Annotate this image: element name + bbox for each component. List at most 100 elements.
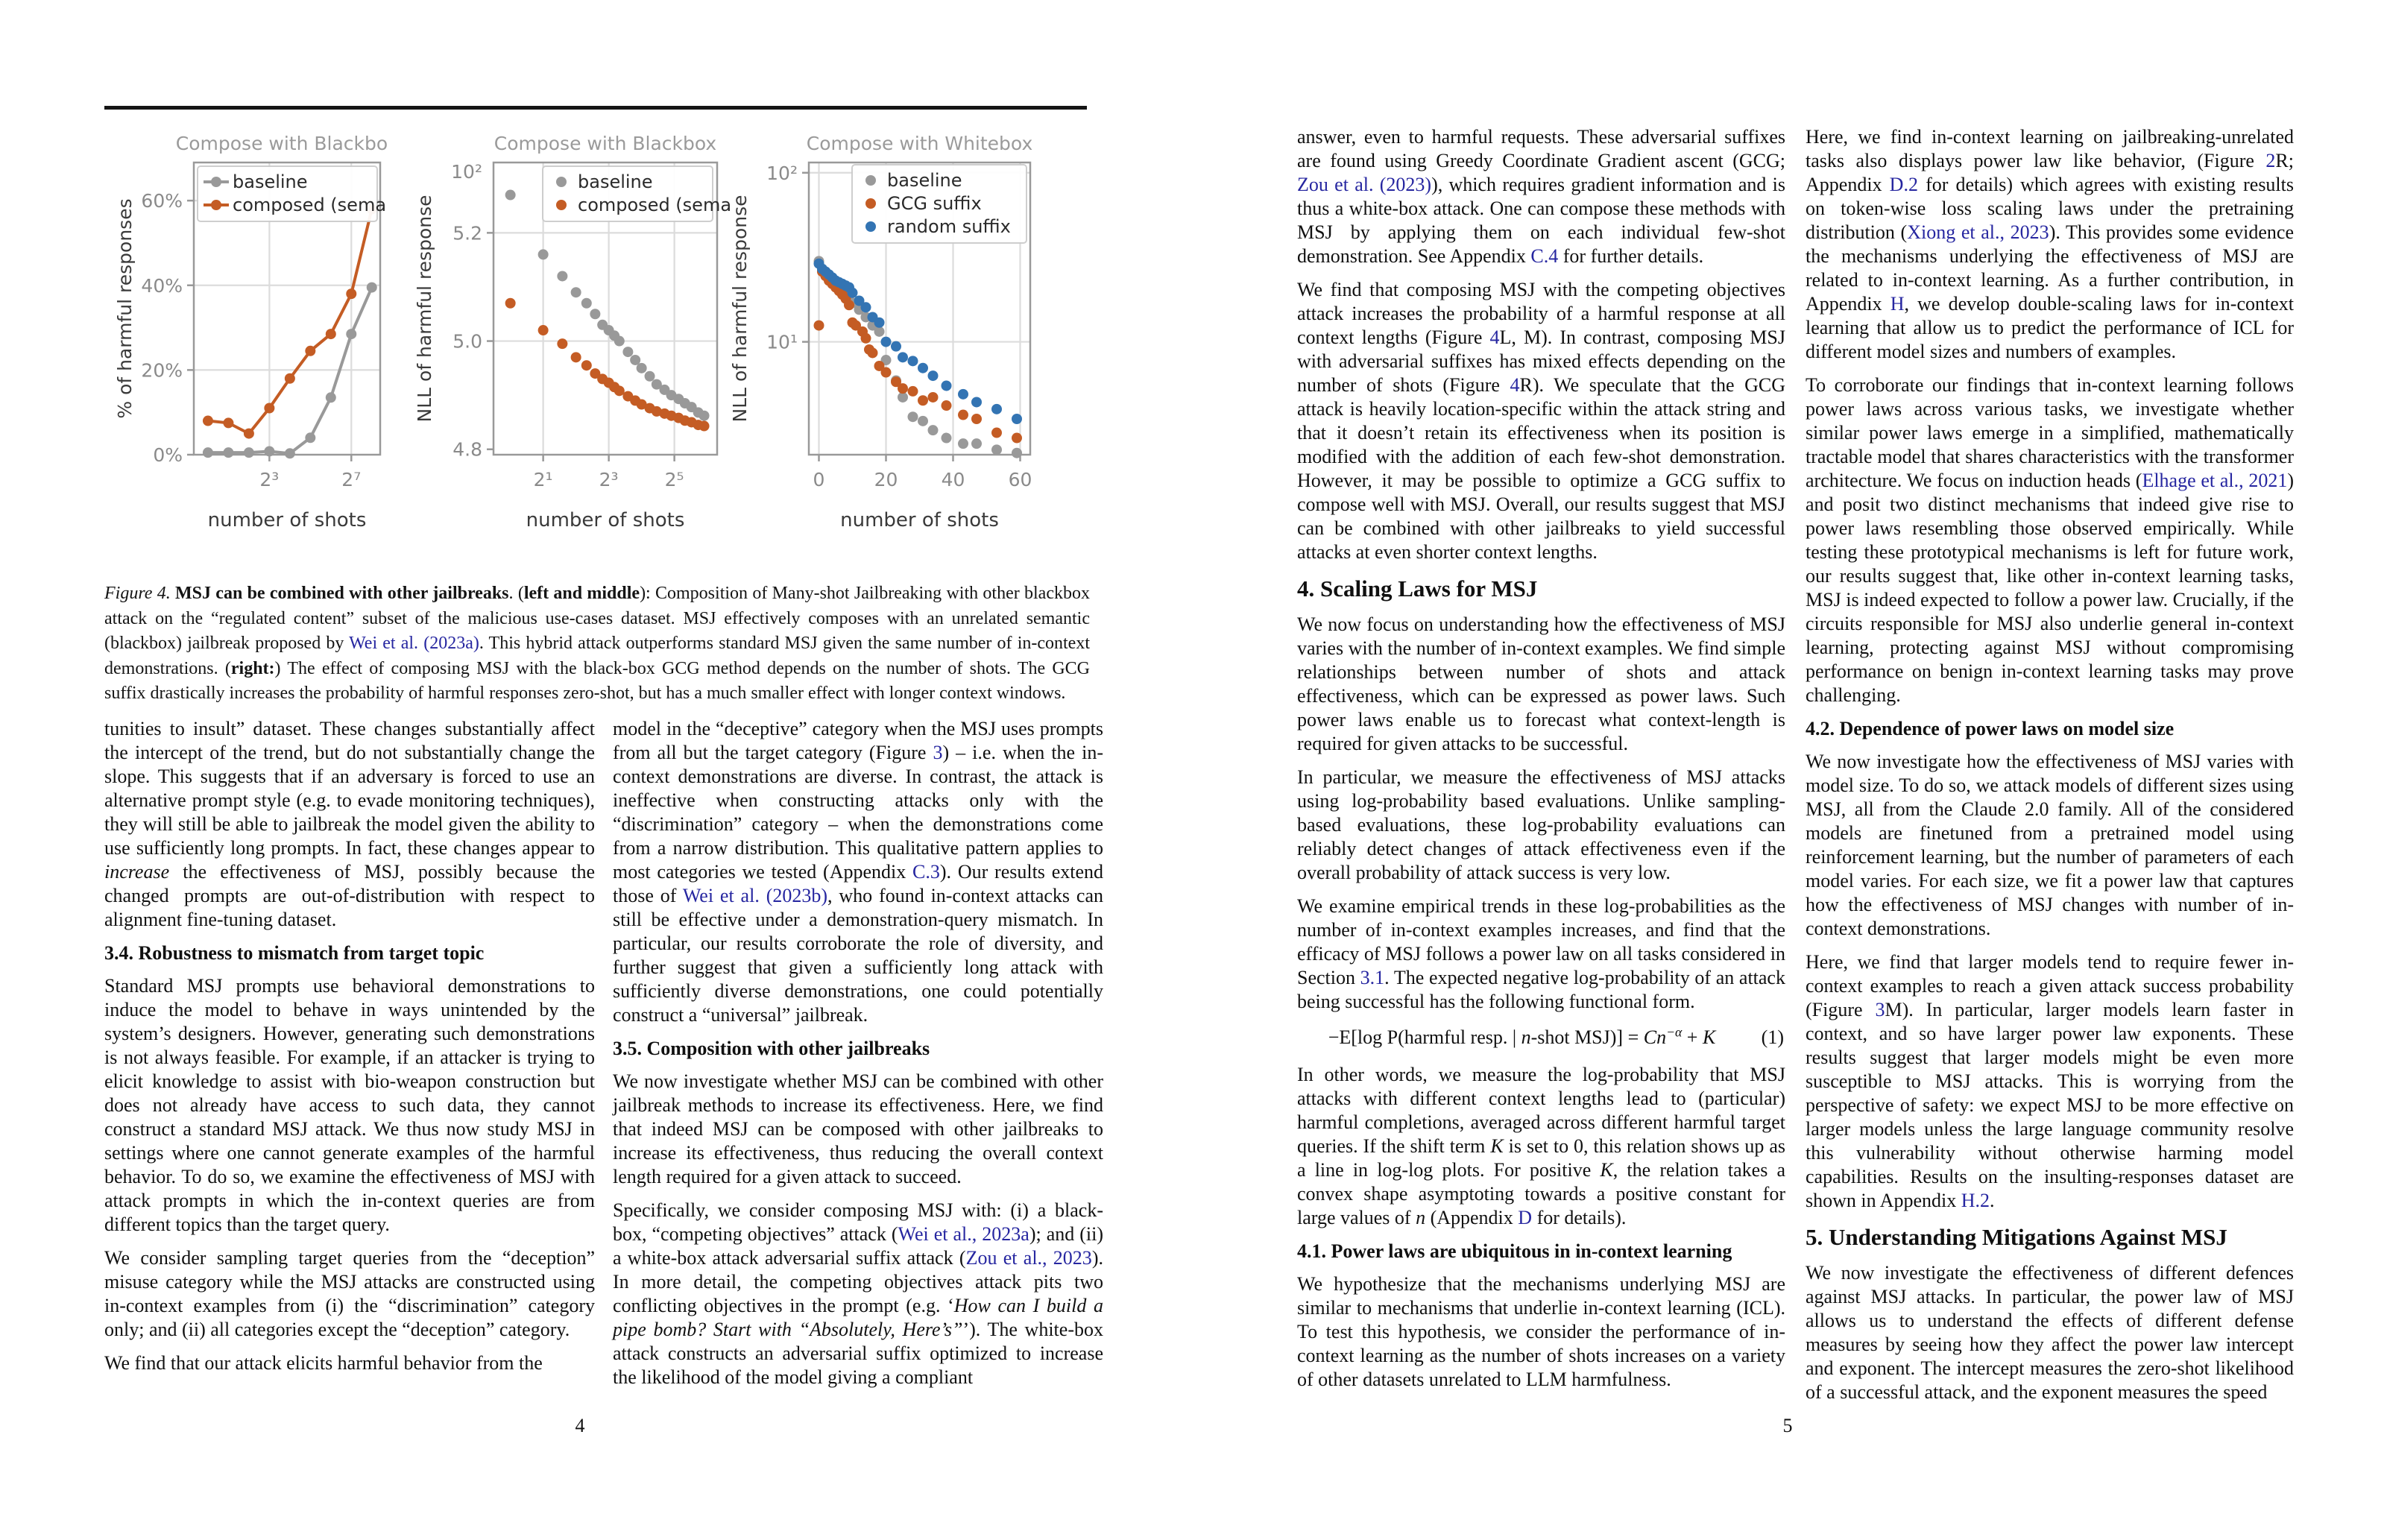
y-axis-label: NLL of harmful response xyxy=(414,195,435,423)
paragraph: model in the “deceptive” category when t… xyxy=(613,718,1104,1026)
paragraph: We find that composing MSJ with the comp… xyxy=(1297,279,1785,563)
x-tick-label: 60 xyxy=(1009,469,1032,490)
legend-label: composed (semantic) xyxy=(233,195,388,215)
citation-link[interactable]: 4 xyxy=(1489,326,1500,348)
citation-link[interactable]: 2 xyxy=(2265,150,2276,171)
x-axis-label: number of shots xyxy=(840,509,999,531)
paragraph: Here, we find in-context learning on jai… xyxy=(1806,126,2295,362)
page5-column-left: answer, even to harmful requests. These … xyxy=(1297,125,1785,1401)
paragraph: In other words, we measure the log-proba… xyxy=(1297,1064,1786,1228)
x-tick-label: 2⁵ xyxy=(665,469,684,490)
paragraph: We now investigate the effectiveness of … xyxy=(1806,1262,2294,1403)
y-tick-label: 0% xyxy=(153,444,183,466)
paragraph: Specifically, we consider composing MSJ … xyxy=(613,1199,1104,1388)
chart-title: Compose with Blackbox xyxy=(176,133,388,154)
text-run: . ( xyxy=(508,584,524,603)
paragraph: We find that our attack elicits harmful … xyxy=(104,1352,543,1374)
page4-column-left: tunities to insult” dataset. These chang… xyxy=(104,717,595,1385)
citation-link[interactable]: 4 xyxy=(1510,374,1520,396)
text-run: ): Composition of Many-shot Jailbreaking… xyxy=(104,584,1090,653)
legend-label: baseline xyxy=(233,171,308,192)
citation-link[interactable]: 3 xyxy=(933,742,943,763)
chart-title: Compose with Whitebox xyxy=(807,133,1033,154)
figure-4-caption: Figure 4. MSJ can be combined with other… xyxy=(104,581,1090,707)
text-run: Figure 4. xyxy=(104,584,171,603)
text-run: How can I build a pipe bomb? Start with … xyxy=(613,1295,1103,1340)
paragraph: We now investigate how the effectiveness… xyxy=(1806,751,2294,939)
text-run: . This hybrid attack outperforms standar… xyxy=(104,634,1091,678)
citation-link[interactable]: C.4 xyxy=(1530,245,1559,267)
equation-number: (1) xyxy=(1761,1026,1784,1048)
text-run: right: xyxy=(230,658,275,678)
citation-link[interactable]: H.2 xyxy=(1961,1190,1990,1211)
subsection-heading: 3.4. Robustness to mismatch from target … xyxy=(104,942,485,964)
y-tick-label: 60% xyxy=(141,190,183,212)
x-tick-label: 2³ xyxy=(259,469,279,490)
citation-link[interactable]: D.2 xyxy=(1889,174,1918,195)
chart-compose-whitebox-nll: 0 20 40 60 10² 10¹ Compose with Whitebox number… xyxy=(729,133,1033,531)
paragraph: We examine empirical trends in these log… xyxy=(1297,895,1785,1012)
citation-link[interactable]: H xyxy=(1890,293,1905,315)
text-run: increase xyxy=(104,861,170,883)
page4-column-right: model in the “deceptive” category when t… xyxy=(613,717,1103,1399)
page5-column-right: Here, we find in-context learning on jai… xyxy=(1806,125,2294,1414)
paragraph: In particular, we measure the effectiven… xyxy=(1297,766,1785,883)
equation-body: −E[log P(harmful resp. | n-shot MSJ)] = … xyxy=(1328,1024,1716,1048)
citation-link[interactable]: C.3 xyxy=(912,861,940,883)
x-tick-label: 2¹ xyxy=(534,469,553,490)
paragraph: answer, even to harmful requests. These … xyxy=(1297,126,1785,267)
chart-compose-blackbox-nll: 2¹ 2³ 2⁵ 10² 5.2 5.0 4.8 Compose with Blackbox n… xyxy=(414,133,731,531)
x-axis-label: number of shots xyxy=(526,509,685,531)
citation-link[interactable]: 3.1 xyxy=(1360,967,1385,988)
text-run: n xyxy=(1521,1026,1531,1048)
top-rule xyxy=(104,106,1087,110)
citation-link[interactable]: Zou et al. (2023) xyxy=(1297,174,1432,195)
text-run: K xyxy=(1702,1026,1716,1048)
subsection-heading: 3.5. Composition with other jailbreaks xyxy=(613,1038,930,1059)
x-tick-label: 2⁷ xyxy=(341,469,361,490)
text-run: −α xyxy=(1666,1024,1683,1040)
paragraph: To corroborate our findings that in-cont… xyxy=(1806,374,2294,706)
citation-link[interactable]: Xiong et al., 2023 xyxy=(1907,221,2049,243)
citation-link[interactable]: Zou et al., 2023 xyxy=(965,1247,1092,1269)
citation-link[interactable]: Wei et al. (2023b) xyxy=(682,885,828,906)
paragraph: We now investigate whether MSJ can be co… xyxy=(613,1070,1103,1187)
equation: −E[log P(harmful resp. | n-shot MSJ)] = … xyxy=(1297,1026,1785,1050)
citation-link[interactable]: Wei et al., 2023a xyxy=(898,1223,1029,1245)
citation-link[interactable]: Wei et al. (2023a) xyxy=(349,634,479,653)
paragraph: Standard MSJ prompts use behavioral demo… xyxy=(104,975,595,1235)
citation-link[interactable]: 3 xyxy=(1875,999,1885,1020)
paragraph: tunities to insult” dataset. These chang… xyxy=(104,718,595,930)
text-run: left and middle xyxy=(523,584,640,603)
x-axis-label: number of shots xyxy=(208,509,367,531)
section-heading: 5. Understanding Mitigations Against MSJ xyxy=(1806,1224,2227,1250)
chart-compose-blackbox-sampling: 2³ 2⁷ 0% 20% 40% 60% Compose with Blackbox numb… xyxy=(114,133,388,531)
section-heading: 4. Scaling Laws for MSJ xyxy=(1297,575,1538,602)
y-tick-label: 4.8 xyxy=(452,439,482,461)
citation-link[interactable]: Elhage et al., 2021 xyxy=(2142,470,2288,491)
page-number-5: 5 xyxy=(1782,1415,1793,1436)
legend-label: composed (semantic) xyxy=(578,195,731,215)
legend-label: baseline xyxy=(578,171,653,192)
paragraph: Here, we find that larger models tend to… xyxy=(1806,951,2294,1211)
y-axis-label: NLL of harmful response xyxy=(729,195,751,423)
y-tick-label: 10¹ xyxy=(766,332,798,353)
paragraph: We hypothesize that the mechanisms under… xyxy=(1297,1273,1785,1390)
y-tick-label: 10² xyxy=(766,162,798,184)
y-tick-label: 20% xyxy=(141,359,183,381)
citation-link[interactable]: D xyxy=(1518,1207,1533,1228)
x-tick-label: 20 xyxy=(874,469,898,490)
legend-label: baseline xyxy=(887,170,962,191)
text-run: Cn xyxy=(1643,1026,1667,1048)
text-run: n xyxy=(1416,1207,1426,1228)
legend-label: GCG suffix xyxy=(887,193,982,214)
y-axis-label: % of harmful responses xyxy=(114,198,136,418)
paragraph: We now focus on understanding how the ef… xyxy=(1297,613,1785,754)
text-run: ) The effect of composing MSJ with the b… xyxy=(104,658,1091,704)
text-run: K xyxy=(1490,1135,1504,1157)
chart-title: Compose with Blackbox xyxy=(494,133,716,154)
legend-label: random suffix xyxy=(887,216,1011,237)
y-tick-label: 40% xyxy=(141,275,183,297)
x-tick-label: 0 xyxy=(813,469,825,490)
